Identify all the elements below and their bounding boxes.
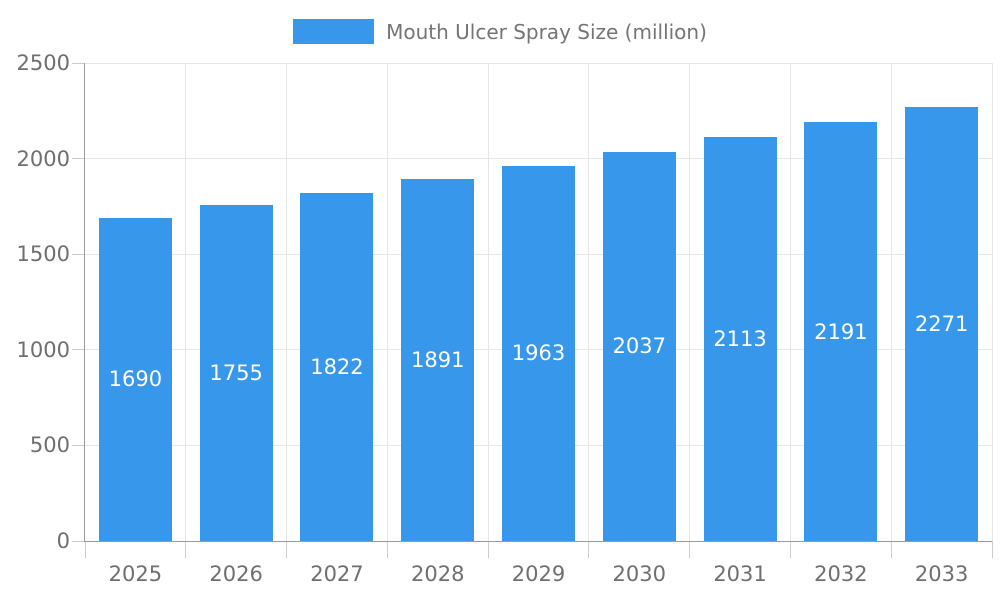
bar-value-label: 2113 bbox=[713, 326, 767, 351]
x-axis-label: 2033 bbox=[914, 562, 969, 586]
y-axis-label: 1000 bbox=[16, 337, 70, 362]
x-axis-tick bbox=[789, 541, 791, 558]
y-axis-label: 0 bbox=[56, 529, 70, 553]
x-axis-label: 2028 bbox=[410, 562, 465, 586]
x-axis-line bbox=[84, 541, 992, 542]
v-gridline bbox=[588, 63, 590, 541]
y-axis-tick bbox=[72, 540, 85, 542]
bar-value-label: 2271 bbox=[914, 311, 969, 336]
y-axis-line bbox=[84, 63, 85, 542]
v-gridline bbox=[185, 63, 187, 541]
x-axis-tick bbox=[890, 541, 892, 558]
v-gridline bbox=[890, 63, 892, 541]
bar[interactable] bbox=[905, 106, 979, 541]
x-axis-tick bbox=[487, 541, 489, 558]
y-axis-label: 2000 bbox=[16, 146, 70, 171]
x-axis-tick bbox=[185, 541, 187, 558]
bar[interactable] bbox=[602, 151, 676, 541]
y-axis-label: 500 bbox=[29, 433, 70, 458]
y-axis-label: 1500 bbox=[16, 242, 70, 267]
x-axis-label: 2029 bbox=[511, 562, 566, 586]
x-axis-tick bbox=[286, 541, 288, 558]
v-gridline bbox=[487, 63, 489, 541]
y-axis-tick bbox=[72, 349, 85, 351]
bar-value-label: 1822 bbox=[310, 354, 364, 379]
legend-label: Mouth Ulcer Spray Size (million) bbox=[386, 19, 707, 44]
x-axis-tick bbox=[991, 541, 993, 558]
x-axis-label: 2032 bbox=[814, 562, 868, 586]
h-gridline bbox=[85, 62, 992, 64]
x-axis-label: 2031 bbox=[713, 562, 767, 586]
y-axis-label: 2500 bbox=[16, 51, 70, 75]
bar[interactable] bbox=[401, 179, 475, 541]
bar-value-label: 1891 bbox=[410, 348, 465, 373]
y-axis-tick bbox=[72, 444, 85, 446]
bar[interactable] bbox=[804, 122, 878, 541]
y-axis-tick bbox=[72, 158, 85, 160]
bar[interactable] bbox=[98, 217, 172, 541]
bar[interactable] bbox=[502, 165, 575, 541]
x-axis-tick bbox=[588, 541, 590, 558]
legend-swatch bbox=[293, 19, 375, 44]
x-axis-tick bbox=[84, 541, 86, 558]
bar-value-label: 1963 bbox=[511, 341, 566, 366]
v-gridline bbox=[386, 63, 388, 541]
legend-item[interactable]: Mouth Ulcer Spray Size (million) bbox=[0, 19, 1000, 44]
bar-value-label: 2037 bbox=[612, 334, 666, 359]
x-axis-tick bbox=[386, 541, 388, 558]
v-gridline bbox=[689, 63, 691, 541]
h-gridline bbox=[85, 158, 992, 160]
bar-value-label: 1690 bbox=[108, 367, 163, 392]
v-gridline bbox=[286, 63, 288, 541]
bar-value-label: 1755 bbox=[209, 361, 263, 386]
x-axis-label: 2025 bbox=[108, 562, 163, 586]
bar[interactable] bbox=[199, 205, 273, 541]
v-gridline bbox=[991, 63, 993, 541]
v-gridline bbox=[789, 63, 791, 541]
x-axis-label: 2027 bbox=[310, 562, 364, 586]
bar[interactable] bbox=[300, 192, 374, 541]
x-axis-tick bbox=[689, 541, 691, 558]
bar[interactable] bbox=[703, 136, 777, 541]
x-axis-label: 2030 bbox=[612, 562, 666, 586]
x-axis-label: 2026 bbox=[209, 562, 263, 586]
y-axis-tick bbox=[72, 253, 85, 255]
y-axis-tick bbox=[72, 62, 85, 64]
bar-value-label: 2191 bbox=[814, 319, 868, 344]
